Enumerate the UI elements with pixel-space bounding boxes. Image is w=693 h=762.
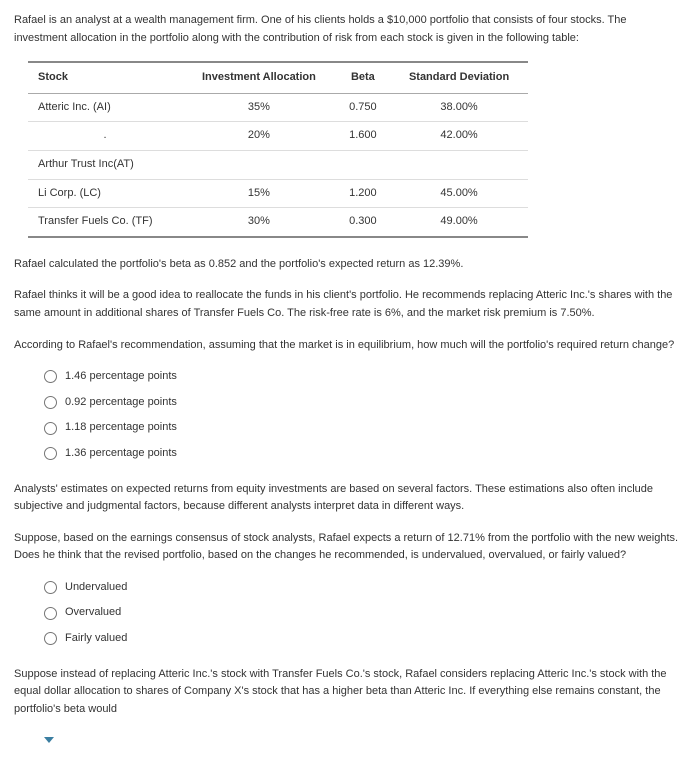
paragraph-reallocate: Rafael thinks it will be a good idea to … [14,287,679,322]
cell-alloc: 20% [182,122,335,151]
radio-1b[interactable] [44,396,57,409]
cell-sd: 49.00% [390,208,528,237]
question-2: Suppose, based on the earnings consensus… [14,530,679,565]
option-2a[interactable]: Undervalued [44,579,679,597]
cell-beta: 0.300 [336,208,390,237]
header-stock: Stock [28,62,182,93]
option-1a[interactable]: 1.46 percentage points [44,368,679,386]
cell-stock: Transfer Fuels Co. (TF) [28,208,182,237]
cell-sd: 38.00% [390,93,528,122]
table-row: . 20% 1.600 42.00% [28,122,528,151]
table-row: Transfer Fuels Co. (TF) 30% 0.300 49.00% [28,208,528,237]
radio-1c[interactable] [44,422,57,435]
paragraph-suppose: Suppose instead of replacing Atteric Inc… [14,666,679,719]
option-label: Overvalued [65,604,121,622]
dropdown-indicator[interactable] [14,732,679,750]
cell-alloc: 15% [182,179,335,208]
radio-1d[interactable] [44,447,57,460]
cell-beta: 1.200 [336,179,390,208]
radio-2c[interactable] [44,632,57,645]
cell-stock: Atteric Inc. (AI) [28,93,182,122]
table-row: Arthur Trust Inc(AT) [28,150,528,179]
cell-sd: 42.00% [390,122,528,151]
options-group-2: Undervalued Overvalued Fairly valued [44,579,679,648]
paragraph-analysts: Analysts' estimates on expected returns … [14,481,679,516]
cell-alloc: 30% [182,208,335,237]
header-alloc: Investment Allocation [182,62,335,93]
table-header-row: Stock Investment Allocation Beta Standar… [28,62,528,93]
option-label: Fairly valued [65,630,127,648]
paragraph-beta: Rafael calculated the portfolio's beta a… [14,256,679,274]
option-1d[interactable]: 1.36 percentage points [44,445,679,463]
cell-alloc [182,150,335,179]
radio-2b[interactable] [44,607,57,620]
option-label: 1.18 percentage points [65,419,177,437]
option-label: 1.46 percentage points [65,368,177,386]
question-1: According to Rafael's recommendation, as… [14,337,679,355]
cell-beta: 1.600 [336,122,390,151]
option-2c[interactable]: Fairly valued [44,630,679,648]
chevron-down-icon [44,737,54,743]
intro-paragraph: Rafael is an analyst at a wealth managem… [14,12,679,47]
cell-beta [336,150,390,179]
table-row: Atteric Inc. (AI) 35% 0.750 38.00% [28,93,528,122]
cell-sd [390,150,528,179]
options-group-1: 1.46 percentage points 0.92 percentage p… [44,368,679,462]
cell-stock: . [28,122,182,151]
cell-stock: Arthur Trust Inc(AT) [28,150,182,179]
option-label: 0.92 percentage points [65,394,177,412]
table-row: Li Corp. (LC) 15% 1.200 45.00% [28,179,528,208]
cell-beta: 0.750 [336,93,390,122]
option-label: Undervalued [65,579,127,597]
cell-alloc: 35% [182,93,335,122]
cell-stock: Li Corp. (LC) [28,179,182,208]
radio-1a[interactable] [44,370,57,383]
option-2b[interactable]: Overvalued [44,604,679,622]
cell-sd: 45.00% [390,179,528,208]
allocation-table: Stock Investment Allocation Beta Standar… [28,61,528,238]
option-label: 1.36 percentage points [65,445,177,463]
option-1c[interactable]: 1.18 percentage points [44,419,679,437]
header-beta: Beta [336,62,390,93]
radio-2a[interactable] [44,581,57,594]
header-sd: Standard Deviation [390,62,528,93]
option-1b[interactable]: 0.92 percentage points [44,394,679,412]
